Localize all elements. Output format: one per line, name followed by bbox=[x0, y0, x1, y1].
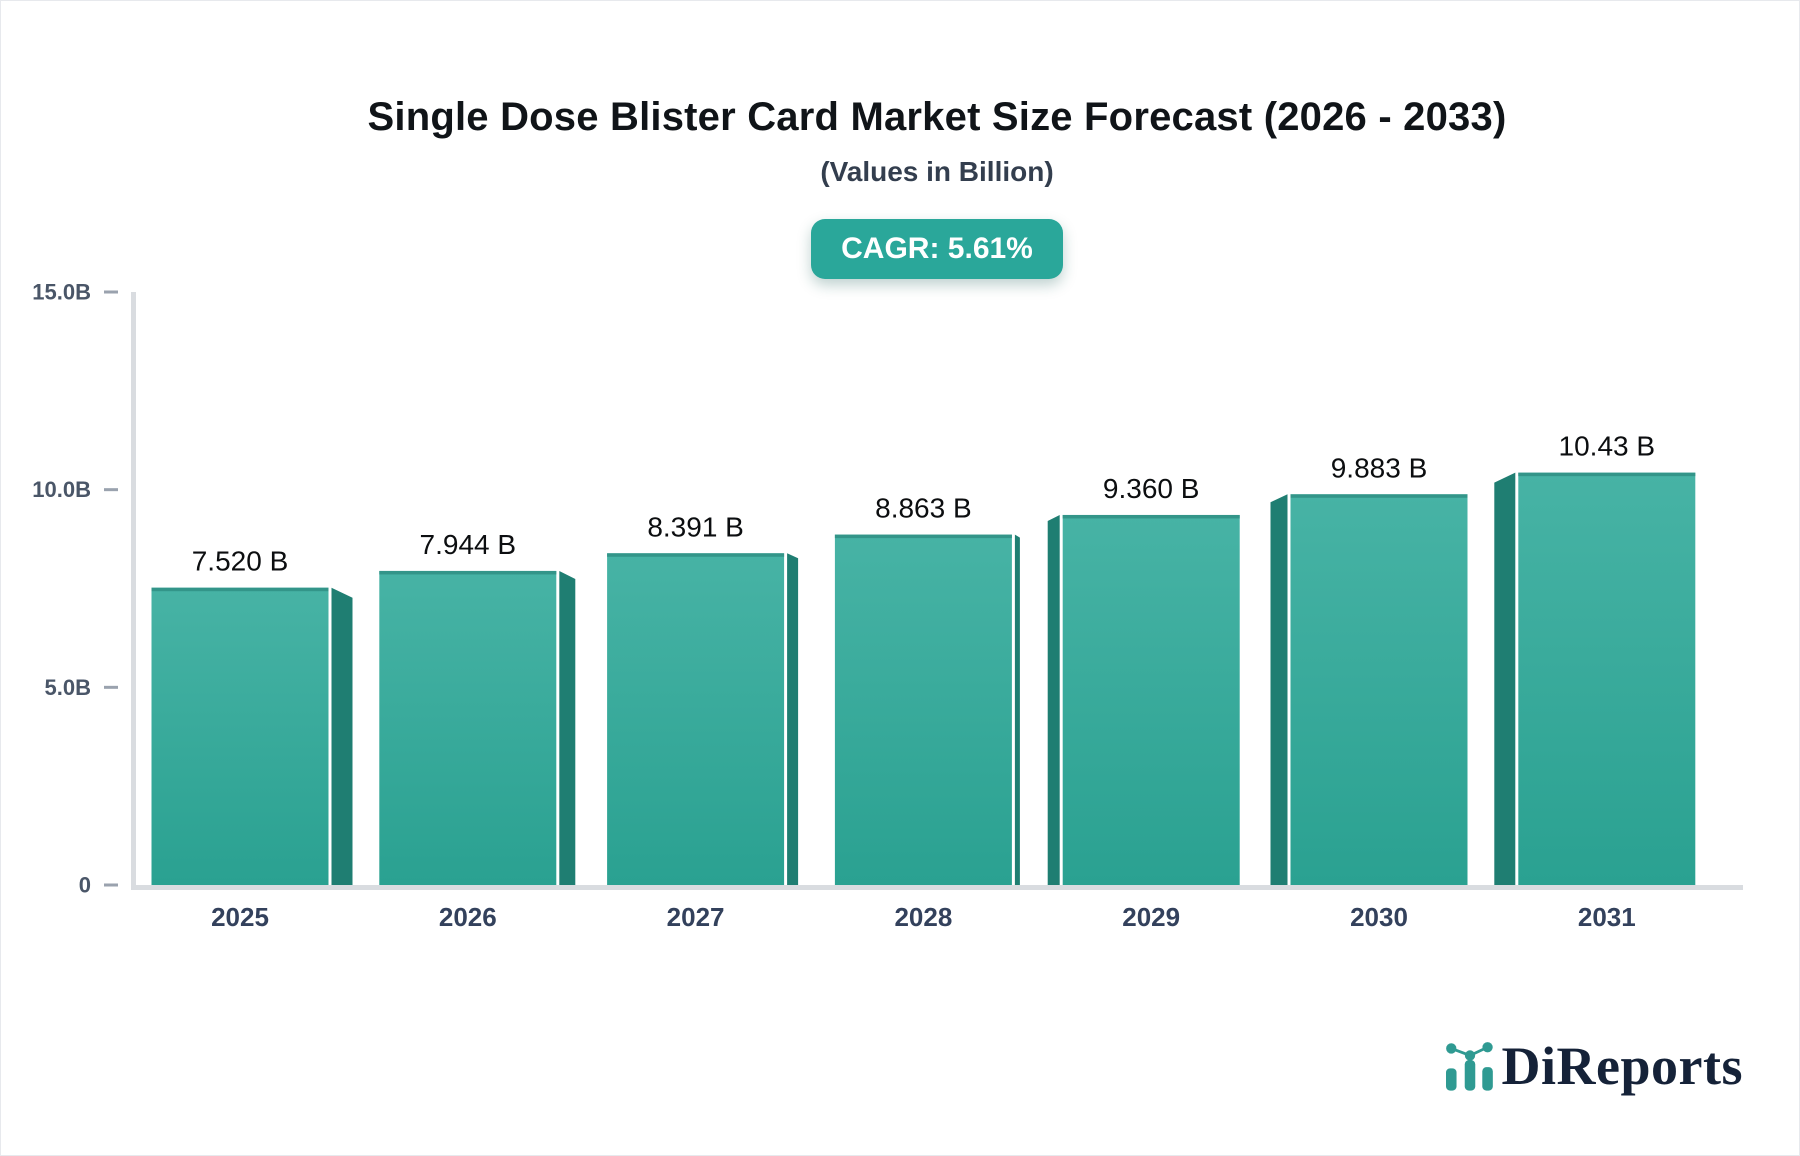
bar-top-edge-2030 bbox=[1290, 494, 1468, 498]
bar-2027 bbox=[607, 553, 785, 885]
cagr-badge: CAGR: 5.61% bbox=[811, 218, 1063, 279]
y-tick-label-1: 5.0B bbox=[45, 675, 91, 700]
x-axis-label-2028: 2028 bbox=[894, 902, 952, 932]
bar-side-2026 bbox=[559, 570, 576, 885]
bar-value-label-2028: 8.863 B bbox=[875, 493, 972, 524]
bar-value-label-2025: 7.520 B bbox=[192, 546, 289, 577]
y-tick-label-0: 0 bbox=[79, 873, 91, 898]
y-tick-label-2: 10.0B bbox=[32, 477, 91, 502]
x-axis-label-2026: 2026 bbox=[439, 902, 497, 932]
bar-value-label-2030: 9.883 B bbox=[1331, 452, 1428, 483]
bar-side-2029 bbox=[1047, 514, 1060, 885]
y-tick-label-3: 15.0B bbox=[32, 280, 91, 305]
bar-top-edge-2031 bbox=[1518, 472, 1696, 477]
x-axis-label-2029: 2029 bbox=[1122, 902, 1180, 932]
chart-title: Single Dose Blister Card Market Size For… bbox=[367, 95, 1507, 139]
bar-2026 bbox=[379, 570, 557, 885]
bar-side-2030 bbox=[1270, 494, 1288, 885]
bar-value-label-2029: 9.360 B bbox=[1103, 473, 1200, 504]
chart-subtitle: (Values in Billion) bbox=[820, 156, 1054, 187]
brand-name: DiReports bbox=[1501, 1036, 1743, 1096]
chart-header: Single Dose Blister Card Market Size For… bbox=[131, 93, 1743, 279]
bar-top-edge-2029 bbox=[1062, 514, 1240, 519]
bar-value-label-2026: 7.944 B bbox=[420, 529, 517, 560]
x-axis-label-2027: 2027 bbox=[667, 902, 725, 932]
bar-side-2028 bbox=[1014, 534, 1020, 885]
x-axis-label-2030: 2030 bbox=[1350, 902, 1408, 932]
bar-side-2027 bbox=[787, 553, 799, 885]
bar-value-label-2031: 10.43 B bbox=[1559, 431, 1656, 462]
bar-2028 bbox=[834, 534, 1012, 885]
mini-bar-line-chart-icon bbox=[1445, 1042, 1493, 1091]
bar-side-2025 bbox=[331, 587, 353, 885]
bar-2031 bbox=[1518, 472, 1696, 885]
bar-2029 bbox=[1062, 514, 1240, 885]
x-axis-line bbox=[131, 885, 1743, 890]
x-axis-label-2025: 2025 bbox=[211, 902, 269, 932]
bar-top-edge-2028 bbox=[834, 534, 1012, 539]
bar-side-2031 bbox=[1494, 472, 1516, 885]
bar-2025 bbox=[151, 587, 329, 885]
direports-logo: DiReports bbox=[1445, 1036, 1743, 1096]
bar-top-edge-2025 bbox=[151, 587, 329, 592]
bar-top-edge-2026 bbox=[379, 570, 557, 575]
y-axis-line bbox=[131, 292, 136, 890]
bar-value-label-2027: 8.391 B bbox=[647, 511, 744, 542]
bar-top-edge-2027 bbox=[607, 553, 785, 557]
bar-2030 bbox=[1290, 494, 1468, 885]
x-axis-label-2031: 2031 bbox=[1578, 902, 1636, 932]
